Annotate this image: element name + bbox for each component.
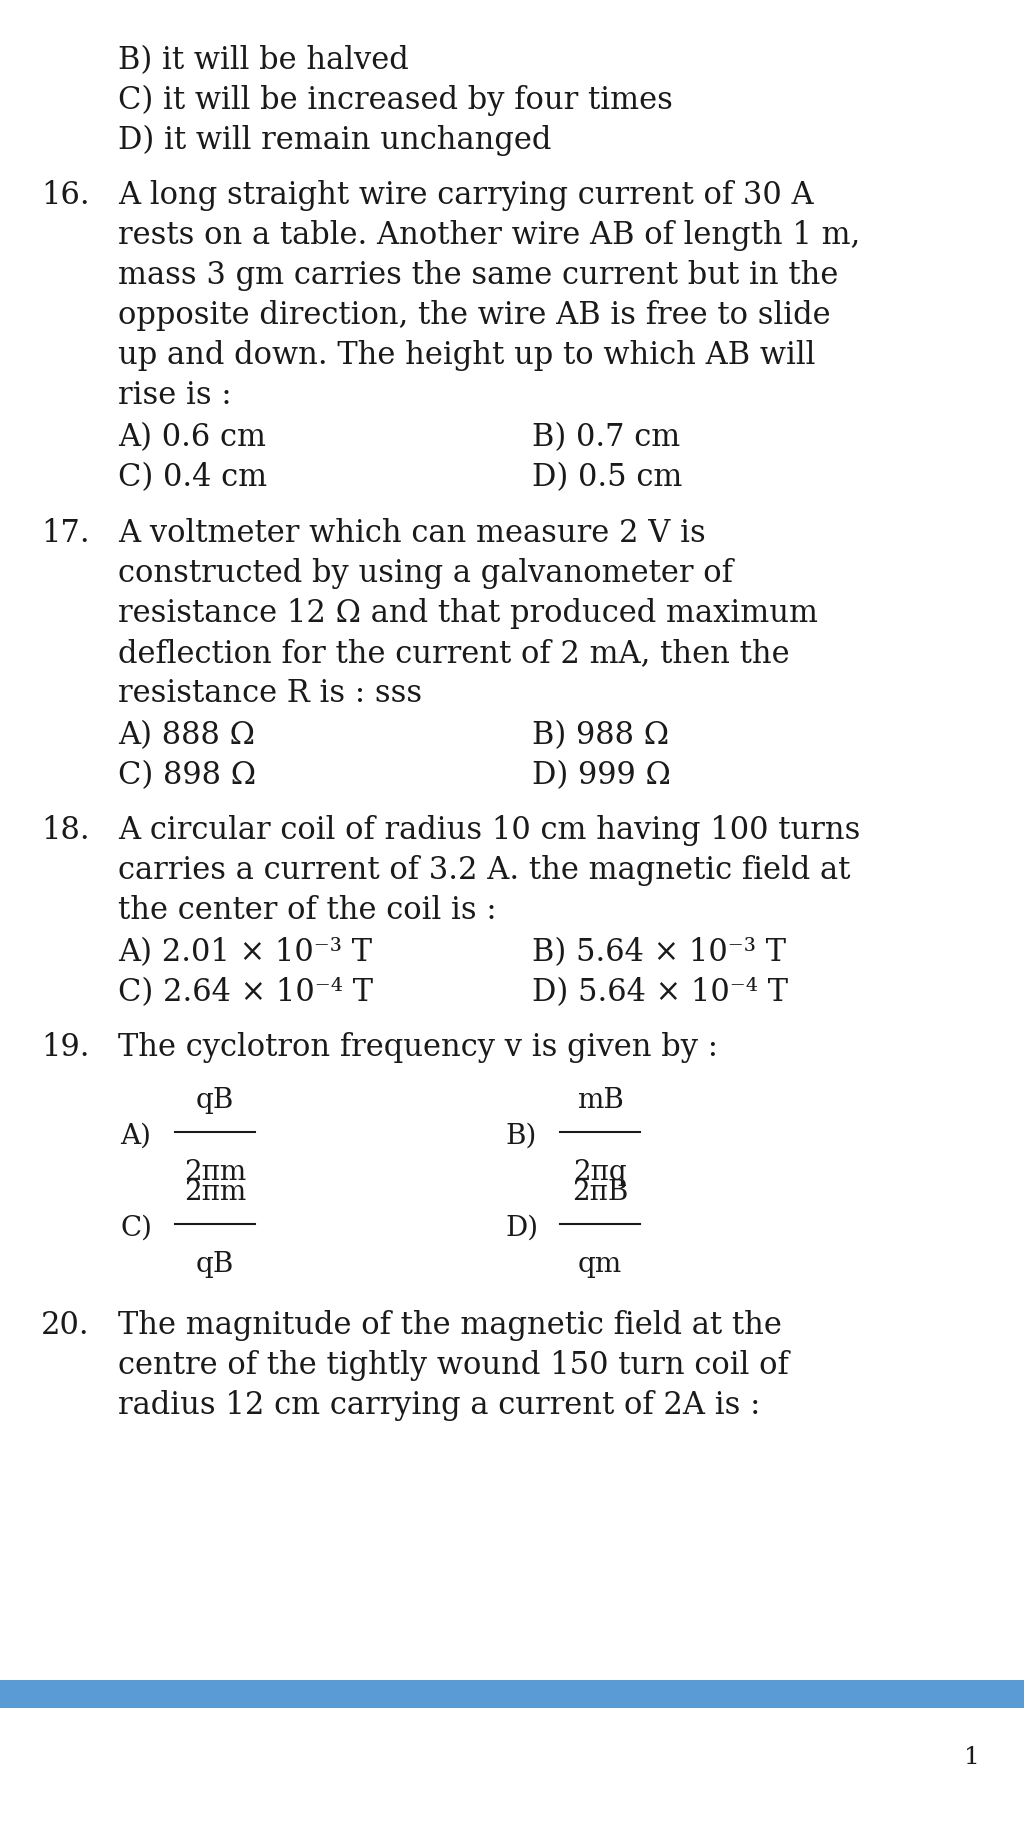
Text: B) it will be halved: B) it will be halved <box>118 46 409 77</box>
Text: B) 0.7 cm: B) 0.7 cm <box>532 421 681 452</box>
Text: 2πq: 2πq <box>573 1158 627 1185</box>
Text: 19.: 19. <box>41 1032 89 1063</box>
Text: A) 2.01 × 10⁻³ T: A) 2.01 × 10⁻³ T <box>118 937 372 968</box>
Bar <box>0 1681 1024 1708</box>
Text: A) 0.6 cm: A) 0.6 cm <box>118 421 266 452</box>
Text: up and down. The height up to which AB will: up and down. The height up to which AB w… <box>118 339 815 370</box>
Text: carries a current of 3.2 A. the magnetic field at: carries a current of 3.2 A. the magnetic… <box>118 855 850 886</box>
Text: D) 999 Ω: D) 999 Ω <box>532 760 672 791</box>
Text: C) 2.64 × 10⁻⁴ T: C) 2.64 × 10⁻⁴ T <box>118 977 373 1008</box>
Text: A) 888 Ω: A) 888 Ω <box>118 720 255 751</box>
Text: 2πm: 2πm <box>184 1158 246 1185</box>
Text: resistance 12 Ω and that produced maximum: resistance 12 Ω and that produced maximu… <box>118 598 818 629</box>
Text: A long straight wire carrying current of 30 A: A long straight wire carrying current of… <box>118 180 813 211</box>
Text: B) 988 Ω: B) 988 Ω <box>532 720 670 751</box>
Text: B) 5.64 × 10⁻³ T: B) 5.64 × 10⁻³ T <box>532 937 786 968</box>
Text: radius 12 cm carrying a current of 2A is :: radius 12 cm carrying a current of 2A is… <box>118 1389 760 1420</box>
Text: C) it will be increased by four times: C) it will be increased by four times <box>118 84 673 117</box>
Text: resistance R is : sss: resistance R is : sss <box>118 678 422 709</box>
Text: qB: qB <box>196 1251 234 1278</box>
Text: The cyclotron frequency v is given by :: The cyclotron frequency v is given by : <box>118 1032 718 1063</box>
Text: opposite direction, the wire AB is free to slide: opposite direction, the wire AB is free … <box>118 299 830 330</box>
Text: 17.: 17. <box>41 518 89 549</box>
Text: 18.: 18. <box>41 815 89 846</box>
Text: The magnitude of the magnetic field at the: The magnitude of the magnetic field at t… <box>118 1309 781 1340</box>
Text: qB: qB <box>196 1087 234 1114</box>
Text: D) it will remain unchanged: D) it will remain unchanged <box>118 124 551 157</box>
Text: C): C) <box>120 1214 152 1241</box>
Text: A): A) <box>120 1123 151 1148</box>
Text: 2πm: 2πm <box>184 1178 246 1205</box>
Text: 2πB: 2πB <box>571 1178 628 1205</box>
Text: rise is :: rise is : <box>118 379 231 410</box>
Text: 16.: 16. <box>41 180 89 211</box>
Text: rests on a table. Another wire AB of length 1 m,: rests on a table. Another wire AB of len… <box>118 221 860 252</box>
Text: B): B) <box>505 1123 537 1148</box>
Text: D): D) <box>505 1214 539 1241</box>
Text: A circular coil of radius 10 cm having 100 turns: A circular coil of radius 10 cm having 1… <box>118 815 860 846</box>
Text: constructed by using a galvanometer of: constructed by using a galvanometer of <box>118 558 732 589</box>
Text: the center of the coil is :: the center of the coil is : <box>118 895 497 926</box>
Text: A voltmeter which can measure 2 V is: A voltmeter which can measure 2 V is <box>118 518 706 549</box>
Text: deflection for the current of 2 mA, then the: deflection for the current of 2 mA, then… <box>118 638 790 669</box>
Text: mass 3 gm carries the same current but in the: mass 3 gm carries the same current but i… <box>118 261 838 292</box>
Text: mB: mB <box>577 1087 624 1114</box>
Text: 1: 1 <box>965 1745 980 1768</box>
Text: D) 0.5 cm: D) 0.5 cm <box>532 461 683 492</box>
Text: qm: qm <box>578 1251 623 1278</box>
Text: C) 898 Ω: C) 898 Ω <box>118 760 256 791</box>
Text: 20.: 20. <box>41 1309 89 1340</box>
Text: C) 0.4 cm: C) 0.4 cm <box>118 461 267 492</box>
Text: centre of the tightly wound 150 turn coil of: centre of the tightly wound 150 turn coi… <box>118 1349 788 1380</box>
Text: D) 5.64 × 10⁻⁴ T: D) 5.64 × 10⁻⁴ T <box>532 977 788 1008</box>
